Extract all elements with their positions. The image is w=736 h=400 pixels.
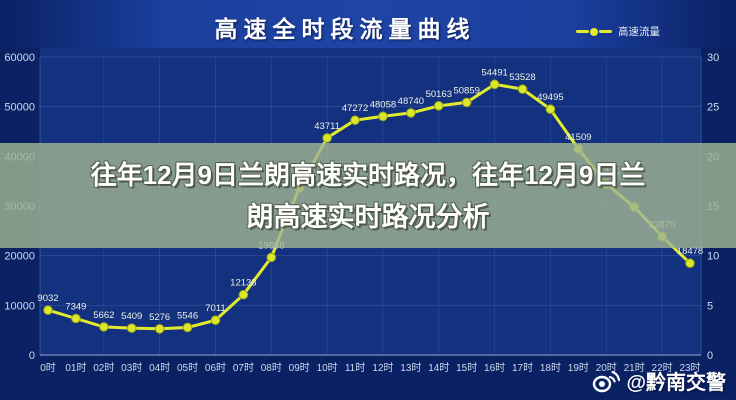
data-point[interactable] (545, 104, 556, 114)
x-axis-tick: 10时 (317, 362, 338, 374)
watermark: @黔南交警 (592, 366, 726, 395)
overlay-caption-line2: 朗高速实时路况分析 (246, 201, 490, 232)
chart-title: 高速全时段流量曲线 (214, 16, 476, 42)
data-label: 49495 (537, 92, 563, 103)
y-axis-tick-right: 10 (707, 251, 719, 263)
data-label: 48058 (370, 99, 396, 110)
data-label: 54491 (481, 67, 507, 78)
x-axis-tick: 04时 (149, 362, 170, 374)
overlay-caption-band: 往年12月9日兰朗高速实时路况，往年12月9日兰 朗高速实时路况分析 (0, 143, 736, 248)
x-axis-tick: 09时 (289, 362, 310, 374)
data-label: 18478 (677, 246, 703, 257)
data-point[interactable] (350, 115, 360, 126)
x-axis-tick: 14时 (428, 362, 449, 374)
data-point[interactable] (210, 315, 221, 325)
x-axis-tick: 22时 (652, 362, 673, 374)
data-label: 5409 (121, 311, 142, 322)
data-label: 5546 (177, 310, 198, 321)
x-axis-tick: 20时 (596, 362, 617, 374)
data-label: 7011 (205, 303, 225, 314)
data-point[interactable] (99, 322, 109, 332)
x-axis-tick: 18时 (540, 362, 561, 374)
data-label: 9032 (37, 293, 58, 304)
x-axis-tick: 12时 (372, 362, 393, 374)
y-axis-tick-right: 5 (707, 300, 713, 312)
y-axis-tick-right: 25 (707, 102, 719, 114)
x-axis-tick: 16时 (484, 362, 505, 374)
data-label: 5276 (149, 312, 170, 323)
data-label: 12138 (230, 278, 256, 289)
data-point[interactable] (154, 323, 165, 334)
x-axis-tick: 21时 (624, 362, 645, 374)
data-point[interactable] (378, 111, 388, 122)
data-label: 5662 (93, 310, 114, 321)
data-point[interactable] (182, 322, 193, 333)
y-axis-tick-left: 50000 (4, 102, 35, 114)
data-label: 53528 (509, 72, 535, 83)
data-label: 41509 (565, 132, 591, 143)
x-axis-tick: 03时 (121, 362, 142, 374)
x-axis-tick: 23时 (679, 362, 700, 374)
data-label: 47272 (342, 103, 368, 114)
chart-header (0, 0, 736, 48)
x-axis-tick: 13时 (400, 362, 421, 374)
legend-item-flow[interactable]: 高速流量 (576, 24, 660, 39)
data-point[interactable] (266, 252, 277, 263)
data-label: 50163 (426, 89, 452, 100)
y-axis-tick-right: 0 (707, 350, 713, 362)
data-point[interactable] (238, 289, 249, 300)
data-point[interactable] (406, 108, 416, 118)
data-label: 48740 (398, 96, 424, 107)
x-axis-tick: 06时 (205, 362, 226, 374)
x-axis-tick: 0时 (40, 362, 56, 374)
y-axis-tick-left: 10000 (4, 300, 35, 312)
y-axis-tick-right: 30 (707, 52, 719, 64)
data-label: 7349 (65, 301, 86, 312)
y-axis-tick-left: 0 (29, 350, 35, 362)
legend-line-icon (599, 30, 612, 33)
x-axis-tick: 17时 (512, 362, 533, 374)
x-axis-tick: 07时 (233, 362, 254, 374)
data-point[interactable] (433, 101, 444, 111)
x-axis-tick: 15时 (456, 362, 477, 374)
data-point[interactable] (322, 133, 332, 143)
data-point[interactable] (71, 313, 81, 324)
x-axis-tick: 19时 (568, 362, 589, 374)
x-axis-tick: 11时 (345, 362, 365, 374)
data-point[interactable] (126, 323, 137, 333)
watermark-handle: @黔南交警 (626, 372, 726, 394)
weibo-icon (593, 370, 621, 392)
data-point[interactable] (43, 305, 53, 315)
x-axis-tick: 01时 (65, 362, 86, 374)
data-point[interactable] (685, 258, 695, 269)
x-axis-tick: 02时 (93, 362, 114, 374)
y-axis-tick-left: 20000 (4, 251, 35, 263)
data-point[interactable] (517, 84, 528, 94)
data-label: 50859 (453, 85, 479, 96)
x-axis-tick: 08时 (261, 362, 282, 374)
overlay-caption-line1: 往年12月9日兰朗高速实时路况，往年12月9日兰 (90, 159, 646, 190)
data-label: 43711 (314, 121, 340, 132)
legend-dot-icon (590, 27, 598, 36)
legend-line-icon (576, 30, 589, 33)
y-axis-tick-left: 60000 (4, 52, 35, 64)
data-point[interactable] (489, 79, 500, 90)
x-axis-tick: 05时 (177, 362, 198, 374)
data-point[interactable] (461, 97, 472, 108)
legend-label: 高速流量 (618, 26, 660, 38)
